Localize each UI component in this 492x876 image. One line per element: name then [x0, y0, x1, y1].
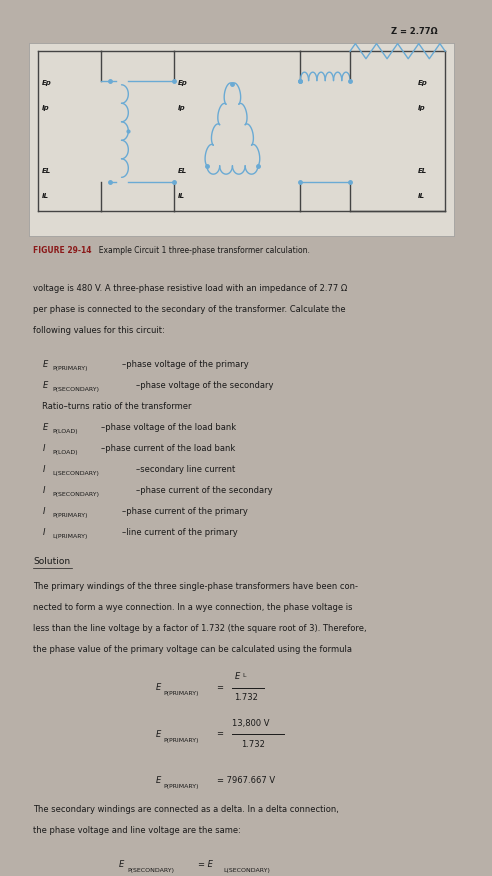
Text: The primary windings of the three single-phase transformers have been con-: The primary windings of the three single… — [33, 583, 358, 591]
Text: –phase current of the secondary: –phase current of the secondary — [136, 485, 273, 495]
Text: I: I — [42, 464, 45, 474]
FancyBboxPatch shape — [29, 43, 454, 237]
Text: Ip: Ip — [42, 105, 50, 111]
Text: –phase current of the load bank: –phase current of the load bank — [101, 443, 236, 453]
Text: The secondary windings are connected as a delta. In a delta connection,: The secondary windings are connected as … — [33, 805, 339, 814]
Text: P(LOAD): P(LOAD) — [52, 450, 78, 455]
Text: Solution: Solution — [33, 557, 70, 566]
Text: per phase is connected to the secondary of the transformer. Calculate the: per phase is connected to the secondary … — [33, 305, 346, 314]
Text: 1.732: 1.732 — [242, 739, 265, 749]
Text: P(SECONDARY): P(SECONDARY) — [52, 492, 99, 497]
Text: less than the line voltage by a factor of 1.732 (the square root of 3). Therefor: less than the line voltage by a factor o… — [33, 625, 367, 633]
Text: EL: EL — [178, 168, 187, 174]
Text: P(SECONDARY): P(SECONDARY) — [52, 387, 99, 392]
Text: EL: EL — [418, 168, 427, 174]
Text: Ep: Ep — [178, 80, 188, 86]
Text: E: E — [42, 359, 48, 369]
Text: 13,800 V: 13,800 V — [232, 718, 270, 728]
Text: =: = — [216, 730, 223, 738]
Text: P(PRIMARY): P(PRIMARY) — [164, 691, 199, 696]
Text: P(SECONDARY): P(SECONDARY) — [127, 868, 174, 873]
Text: –phase voltage of the primary: –phase voltage of the primary — [123, 359, 249, 369]
Text: = E: = E — [198, 860, 214, 869]
Text: –line current of the primary: –line current of the primary — [123, 527, 238, 537]
Text: E: E — [42, 380, 48, 390]
Text: –phase voltage of the secondary: –phase voltage of the secondary — [136, 380, 274, 390]
Text: EL: EL — [42, 168, 52, 174]
Text: Z = 2.77Ω: Z = 2.77Ω — [391, 27, 437, 36]
Text: E: E — [235, 673, 240, 682]
Text: L(PRIMARY): L(PRIMARY) — [52, 534, 88, 539]
Text: L: L — [243, 673, 246, 678]
Text: P(PRIMARY): P(PRIMARY) — [164, 784, 199, 789]
Text: P(PRIMARY): P(PRIMARY) — [164, 738, 199, 743]
Text: L(SECONDARY): L(SECONDARY) — [52, 471, 99, 476]
Text: FIGURE 29-14: FIGURE 29-14 — [33, 246, 92, 255]
Text: 1.732: 1.732 — [234, 694, 258, 703]
Text: –secondary line current: –secondary line current — [136, 464, 236, 474]
Text: L(SECONDARY): L(SECONDARY) — [223, 868, 270, 873]
Text: E: E — [155, 730, 161, 738]
Text: Ip: Ip — [418, 105, 426, 111]
Text: voltage is 480 V. A three-phase resistive load with an impedance of 2.77 Ω: voltage is 480 V. A three-phase resistiv… — [33, 284, 347, 293]
Text: nected to form a wye connection. In a wye connection, the phase voltage is: nected to form a wye connection. In a wy… — [33, 604, 353, 612]
Text: I: I — [42, 443, 45, 453]
Text: Example Circuit 1 three-phase transformer calculation.: Example Circuit 1 three-phase transforme… — [94, 246, 310, 255]
Text: I: I — [42, 485, 45, 495]
Text: IL: IL — [418, 194, 425, 200]
Text: = 7967.667 V: = 7967.667 V — [216, 776, 275, 785]
Text: I: I — [42, 527, 45, 537]
Text: following values for this circuit:: following values for this circuit: — [33, 326, 165, 335]
Text: Ratio–turns ratio of the transformer: Ratio–turns ratio of the transformer — [42, 401, 192, 411]
Text: the phase voltage and line voltage are the same:: the phase voltage and line voltage are t… — [33, 826, 241, 835]
Text: –phase current of the primary: –phase current of the primary — [123, 506, 248, 516]
Text: I: I — [42, 506, 45, 516]
Text: Ep: Ep — [418, 80, 428, 86]
Text: P(PRIMARY): P(PRIMARY) — [52, 366, 88, 371]
Text: E: E — [119, 860, 124, 869]
Text: P(LOAD): P(LOAD) — [52, 429, 78, 434]
Text: IL: IL — [178, 194, 185, 200]
Text: E: E — [42, 422, 48, 432]
Text: E: E — [155, 683, 161, 692]
Text: Ep: Ep — [42, 80, 52, 86]
Text: P(PRIMARY): P(PRIMARY) — [52, 513, 88, 518]
Text: Ip: Ip — [178, 105, 185, 111]
Text: =: = — [216, 683, 223, 692]
Text: –phase voltage of the load bank: –phase voltage of the load bank — [101, 422, 237, 432]
Text: the phase value of the primary voltage can be calculated using the formula: the phase value of the primary voltage c… — [33, 646, 352, 654]
Text: E: E — [155, 776, 161, 785]
Text: IL: IL — [42, 194, 49, 200]
